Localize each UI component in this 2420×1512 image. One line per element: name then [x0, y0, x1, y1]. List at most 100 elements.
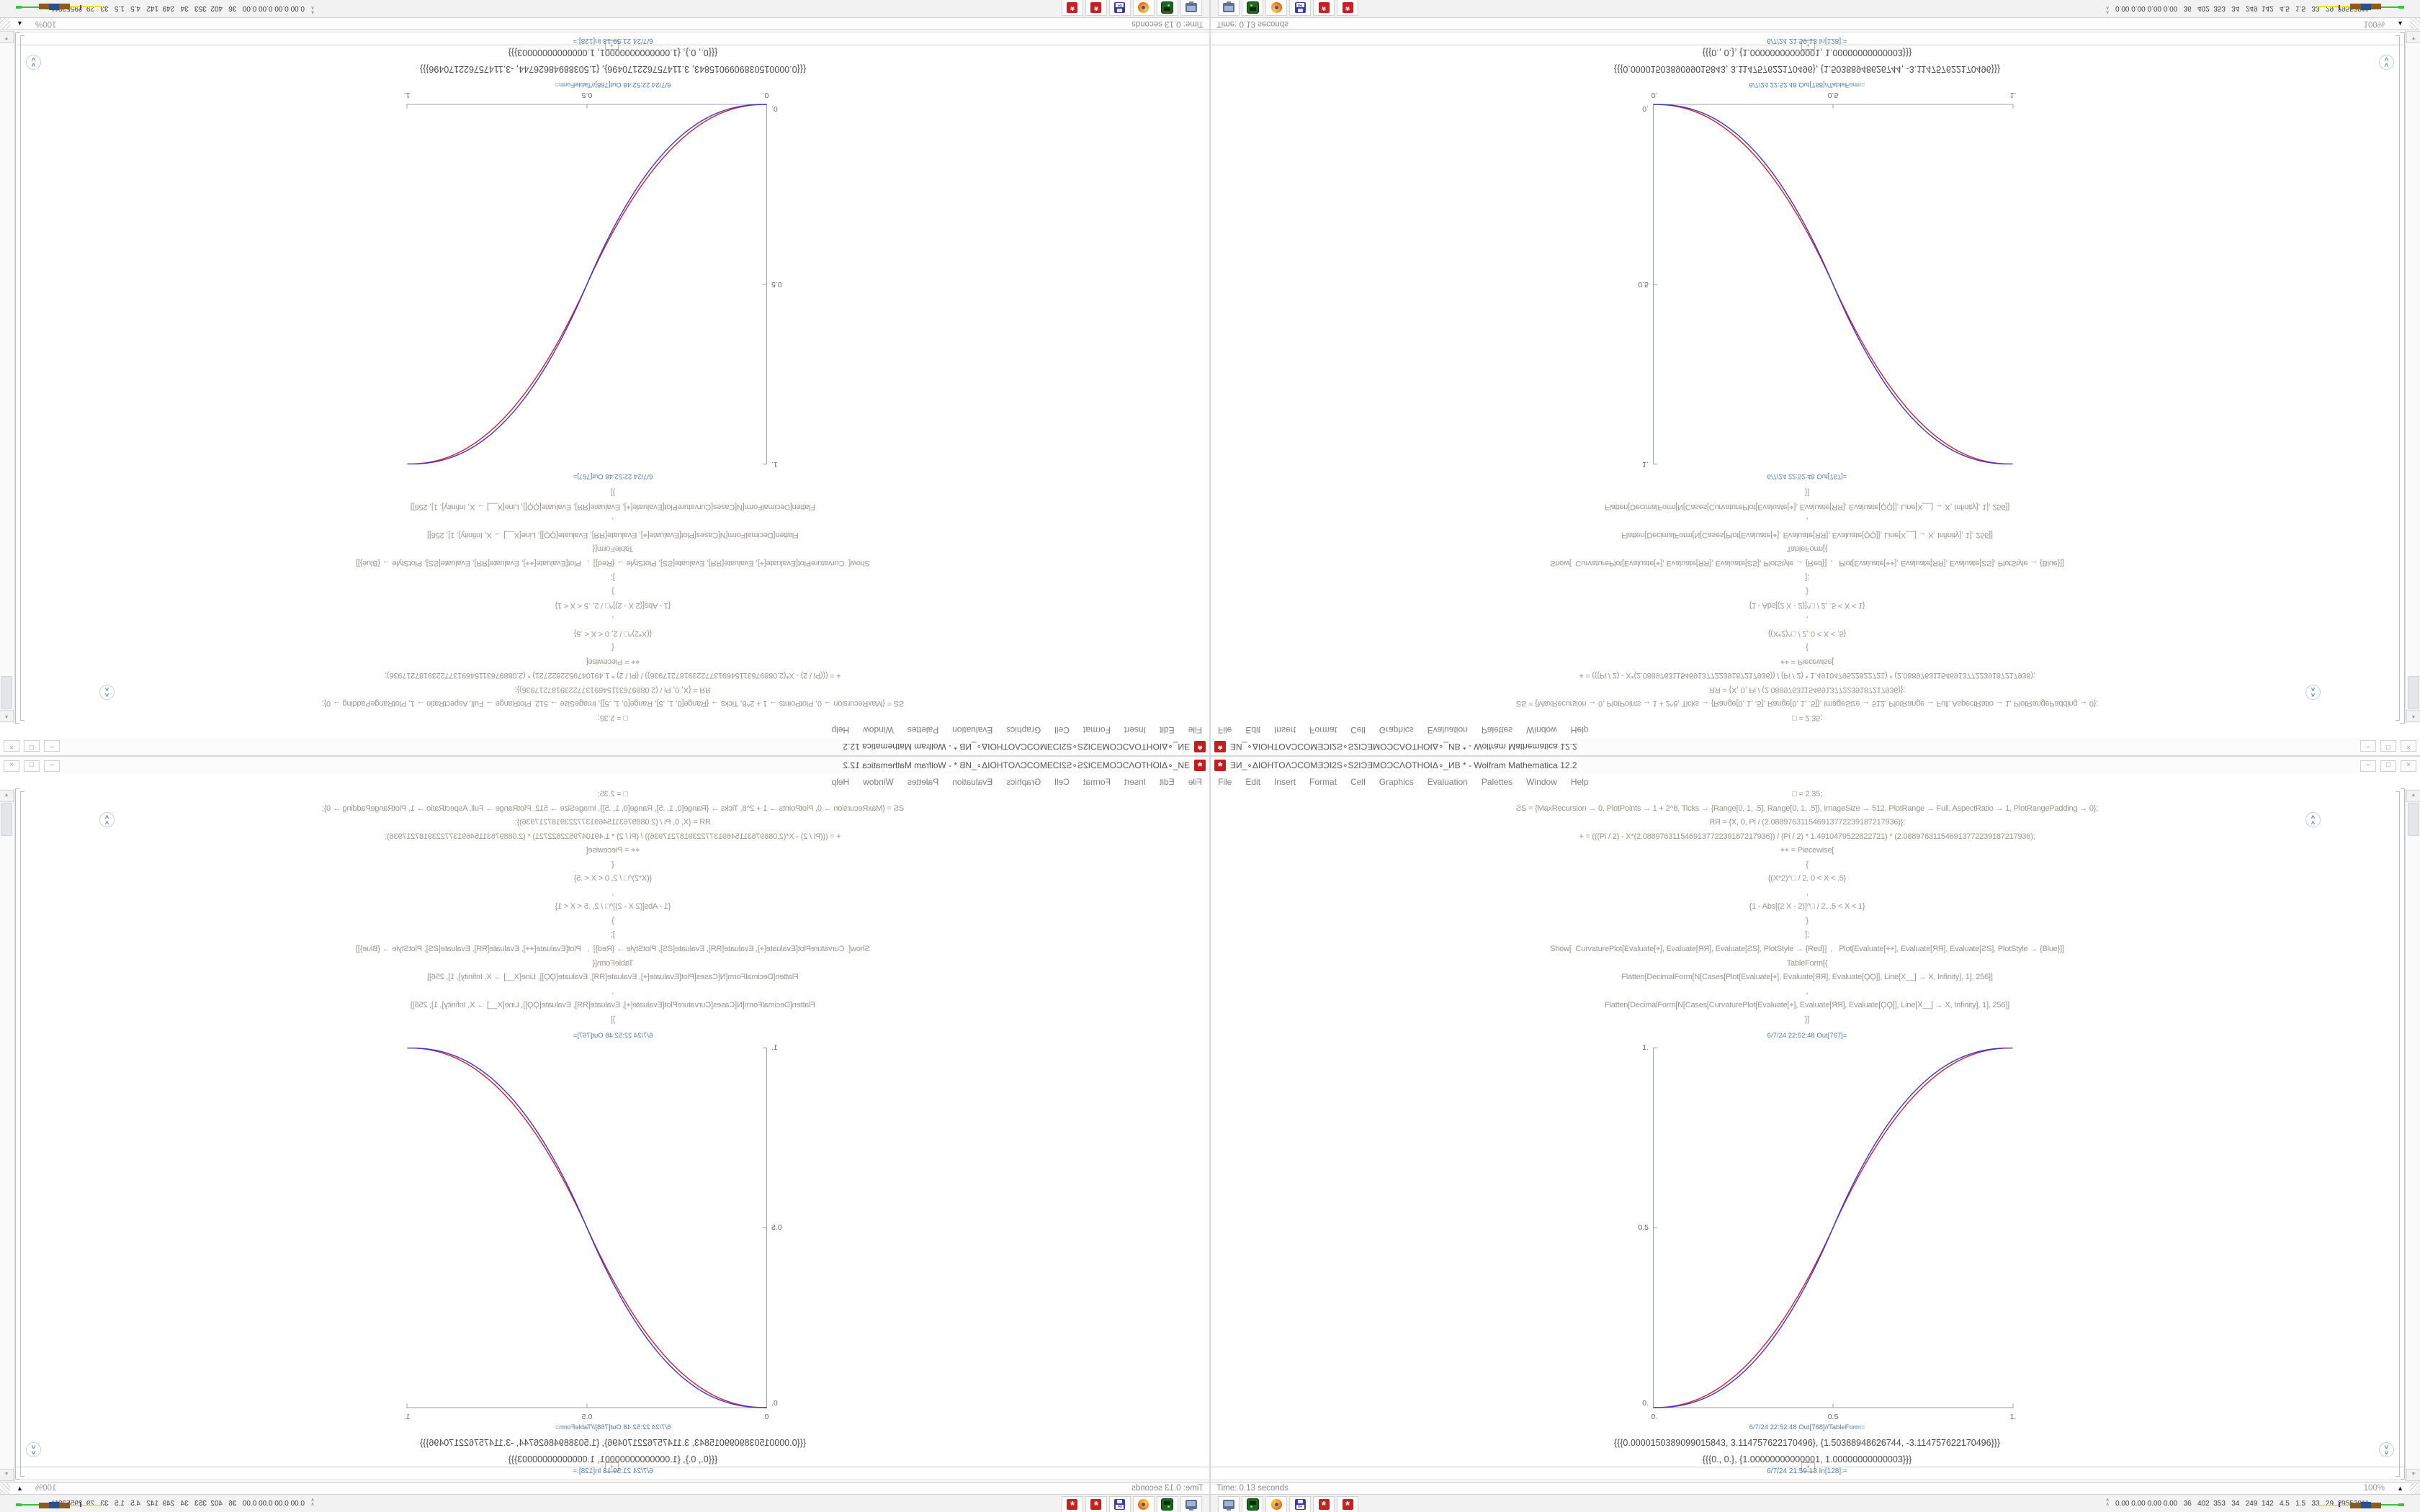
menu-item[interactable]: Evaluation: [952, 725, 993, 736]
scrollbar-up-arrow-icon[interactable]: ▲: [0, 790, 14, 802]
code-line[interactable]: ⌖⌖ = Piecewise[: [586, 846, 640, 855]
window-resize-grip[interactable]: [2410, 1483, 2420, 1494]
code-line[interactable]: TableForm[{: [592, 544, 634, 554]
notebook-area[interactable]: □ = 2.35; ƧS = {MaxRecursion → 0, PlotPoi…: [1211, 30, 2420, 724]
scrollbar-down-arrow-icon[interactable]: ▼: [2406, 31, 2420, 43]
menu-item[interactable]: Cell: [1350, 776, 1366, 787]
code-line[interactable]: Show[ CurvaturePlot[Evaluate[⌖], Evaluat…: [356, 558, 870, 567]
window-resize-grip[interactable]: [2410, 18, 2420, 29]
jump-to-end-down-icon[interactable]: ∨ ∨: [2379, 55, 2394, 70]
code-line[interactable]: ЯЯ = {X, 0, Pi / (2.08897631154691377223…: [514, 818, 712, 827]
code-line[interactable]: ЯЯ = {X, 0, Pi / (2.08897631154691377223…: [1708, 818, 1906, 827]
taskbar-red-gear-icon[interactable]: *: [1337, 0, 1358, 16]
maximize-button[interactable]: □: [2380, 760, 2396, 772]
code-line[interactable]: ];: [611, 572, 615, 582]
menu-item[interactable]: Window: [1526, 725, 1557, 736]
maximize-button[interactable]: □: [24, 740, 40, 752]
scrollbar-down-arrow-icon[interactable]: ▼: [0, 1469, 14, 1481]
scrollbar-thumb[interactable]: [1, 803, 12, 836]
jump-to-end-down-icon[interactable]: ∨ ∨: [26, 55, 41, 70]
code-line[interactable]: }: [611, 587, 614, 596]
maximize-button[interactable]: □: [2380, 740, 2396, 752]
menu-item[interactable]: File: [1218, 776, 1232, 787]
taskbar-screenshot-monitor-icon[interactable]: [1218, 0, 1240, 16]
code-line[interactable]: Show[ CurvaturePlot[Evaluate[⌖], Evaluat…: [356, 945, 870, 954]
insert-cell-plus-button[interactable]: +: [1801, 1462, 1815, 1472]
code-line[interactable]: {1 - Abs[(2 X - 2)]^□ / 2, .5 < X < 1}: [1749, 902, 1865, 912]
menu-item[interactable]: Palettes: [1481, 776, 1513, 787]
notebook-area[interactable]: □ = 2.35; ƧS = {MaxRecursion → 0, PlotPoi…: [0, 30, 1209, 724]
menu-item[interactable]: Palettes: [907, 776, 939, 787]
menu-item[interactable]: Graphics: [1379, 725, 1414, 736]
taskbar-red-gear-icon[interactable]: *: [1085, 1496, 1107, 1512]
code-line[interactable]: {1 - Abs[(2 X - 2)]^□ / 2, .5 < X < 1}: [555, 600, 671, 610]
menu-item[interactable]: Graphics: [1379, 776, 1414, 787]
close-button[interactable]: ×: [2401, 740, 2416, 752]
code-line[interactable]: ];: [1805, 572, 1809, 582]
menu-item[interactable]: Cell: [1054, 725, 1070, 736]
code-line[interactable]: ƧS = {MaxRecursion → 0, PlotPoints → 1 +…: [321, 699, 905, 708]
title-bar[interactable]: * ƎИ_∘ΔIOHTOΛƆCOMƎƆI2S∘S2IƆƎMOƆCΛOTHOIΔ∘…: [1211, 737, 2420, 755]
code-line[interactable]: ,: [611, 986, 614, 996]
code-line[interactable]: {1 - Abs[(2 X - 2)]^□ / 2, .5 < X < 1}: [555, 902, 671, 912]
taskbar-floppy-64-icon[interactable]: 64: [1109, 1496, 1131, 1512]
taskbar-screenshot-monitor-icon[interactable]: [1180, 0, 1202, 16]
magnification-popup-icon[interactable]: ▲: [17, 1485, 23, 1492]
close-button[interactable]: ×: [4, 760, 19, 772]
magnification-value[interactable]: 100%: [35, 19, 57, 28]
title-bar[interactable]: * ƎИ_∘ΔIOHTOΛƆCOMƎƆI2S∘S2IƆƎMOƆCΛOTHOIΔ∘…: [1211, 757, 2420, 775]
code-line[interactable]: ЯЯ = {X, 0, Pi / (2.08897631154691377223…: [1708, 685, 1906, 694]
menu-item[interactable]: Format: [1083, 725, 1111, 736]
code-line[interactable]: }: [1806, 587, 1809, 596]
taskbar-red-gear-icon[interactable]: *: [1062, 0, 1083, 16]
jump-to-end-down-icon[interactable]: ∨ ∨: [2379, 1442, 2394, 1457]
code-line[interactable]: }]: [610, 1014, 616, 1024]
taskbar-red-gear-icon[interactable]: *: [1337, 1496, 1358, 1512]
code-line[interactable]: {(X*2)^□ / 2, 0 < X < .5}: [573, 874, 653, 883]
minimize-button[interactable]: –: [44, 760, 60, 772]
cell-group-bracket-outer[interactable]: [15, 32, 19, 724]
vertical-scrollbar[interactable]: ▲ ▼: [0, 789, 15, 1482]
minimize-button[interactable]: –: [2360, 760, 2376, 772]
taskbar-removable-drive-icon[interactable]: [1157, 1496, 1178, 1512]
menu-item[interactable]: Edit: [1245, 725, 1261, 736]
code-line[interactable]: }]: [610, 488, 616, 498]
code-line[interactable]: Flatten[DecimalForm[N[Cases[CurvaturePlo…: [411, 1001, 815, 1010]
collapse-group-up-icon[interactable]: ∧ ∧: [99, 812, 115, 827]
magnification-value[interactable]: 100%: [2363, 1484, 2385, 1493]
menu-item[interactable]: Palettes: [907, 725, 939, 736]
menu-item[interactable]: Window: [1526, 776, 1557, 787]
code-line[interactable]: ];: [1805, 930, 1809, 940]
code-line[interactable]: ƧS = {MaxRecursion → 0, PlotPoints → 1 +…: [1515, 804, 2099, 813]
code-line[interactable]: }: [611, 916, 614, 925]
magnification-popup-icon[interactable]: ▲: [17, 20, 23, 27]
code-line[interactable]: ,: [1806, 615, 1809, 624]
code-line[interactable]: {: [611, 860, 614, 869]
menu-item[interactable]: Edit: [1159, 725, 1175, 736]
notebook-area[interactable]: □ = 2.35; ƧS = {MaxRecursion → 0, PlotPoi…: [0, 788, 1209, 1482]
code-line[interactable]: ⌖ = (((Pi / 2) - X*(2.088976311546913772…: [1579, 671, 2035, 680]
jump-to-end-down-icon[interactable]: ∨ ∨: [26, 1442, 41, 1457]
taskbar-red-gear-icon[interactable]: *: [1062, 1496, 1083, 1512]
code-line[interactable]: {: [1806, 643, 1809, 652]
code-line[interactable]: TableForm[{: [1786, 544, 1828, 554]
notebook-area[interactable]: □ = 2.35; ƧS = {MaxRecursion → 0, PlotPoi…: [1211, 788, 2420, 1482]
menu-item[interactable]: Format: [1083, 776, 1111, 787]
menu-item[interactable]: Evaluation: [1427, 776, 1468, 787]
cell-group-bracket-inner[interactable]: [20, 791, 24, 1477]
vertical-scrollbar[interactable]: ▲ ▼: [2405, 789, 2420, 1482]
taskbar-floppy-64-icon[interactable]: 64: [1109, 0, 1131, 16]
collapse-group-up-icon[interactable]: ∧ ∧: [99, 685, 115, 700]
menu-item[interactable]: Insert: [1124, 776, 1146, 787]
scrollbar-thumb[interactable]: [2408, 676, 2419, 709]
code-line[interactable]: TableForm[{: [592, 958, 634, 968]
code-line[interactable]: TableForm[{: [1786, 958, 1828, 968]
code-line[interactable]: ⌖ = (((Pi / 2) - X*(2.088976311546913772…: [385, 832, 841, 841]
code-line[interactable]: Flatten[DecimalForm[N[Cases[CurvaturePlo…: [1605, 502, 2009, 511]
code-line[interactable]: ƧS = {MaxRecursion → 0, PlotPoints → 1 +…: [1515, 699, 2099, 708]
minimize-button[interactable]: –: [2360, 740, 2376, 752]
cell-group-bracket-inner[interactable]: [20, 35, 24, 721]
code-line[interactable]: {(X*2)^□ / 2, 0 < X < .5}: [1767, 874, 1847, 883]
menu-item[interactable]: Evaluation: [952, 776, 993, 787]
scrollbar-up-arrow-icon[interactable]: ▲: [0, 710, 14, 722]
